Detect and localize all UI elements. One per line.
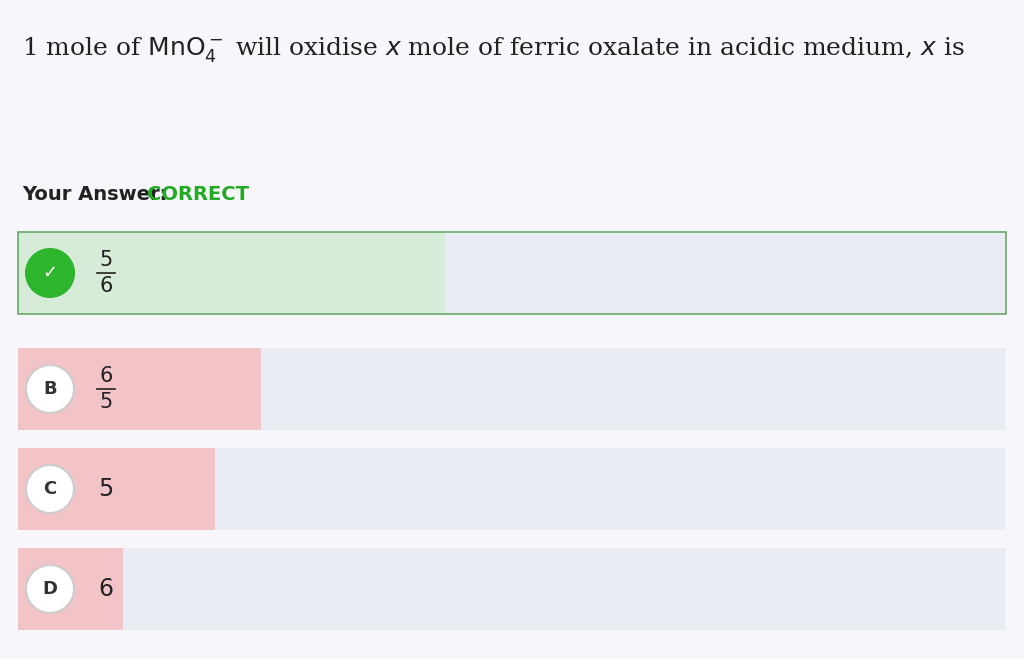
Bar [261, 348, 1006, 430]
Text: C: C [43, 480, 56, 498]
Text: Your Answer:: Your Answer: [22, 185, 167, 204]
Text: 6: 6 [99, 366, 113, 386]
Text: B: B [43, 380, 56, 398]
Text: D: D [43, 580, 57, 598]
Text: 5: 5 [99, 392, 113, 412]
Text: ✓: ✓ [42, 264, 57, 282]
Text: 1 mole of $\mathrm{MnO_4^-}$ will oxidise $x$ mole of ferric oxalate in acidic m: 1 mole of $\mathrm{MnO_4^-}$ will oxidis… [22, 35, 965, 64]
Bar [215, 448, 1006, 530]
Bar [445, 232, 1006, 314]
Text: 5: 5 [99, 250, 113, 270]
Bar [18, 348, 261, 430]
Bar [18, 448, 215, 530]
Text: 6: 6 [98, 577, 113, 601]
Text: CORRECT: CORRECT [147, 185, 249, 204]
Text: 6: 6 [99, 276, 113, 296]
Bar [123, 548, 1006, 630]
Circle shape [26, 249, 74, 297]
Circle shape [26, 565, 74, 613]
Bar [18, 232, 445, 314]
Text: 5: 5 [98, 477, 114, 501]
Bar [18, 548, 123, 630]
Circle shape [26, 365, 74, 413]
Bar [18, 232, 1006, 314]
Circle shape [26, 465, 74, 513]
